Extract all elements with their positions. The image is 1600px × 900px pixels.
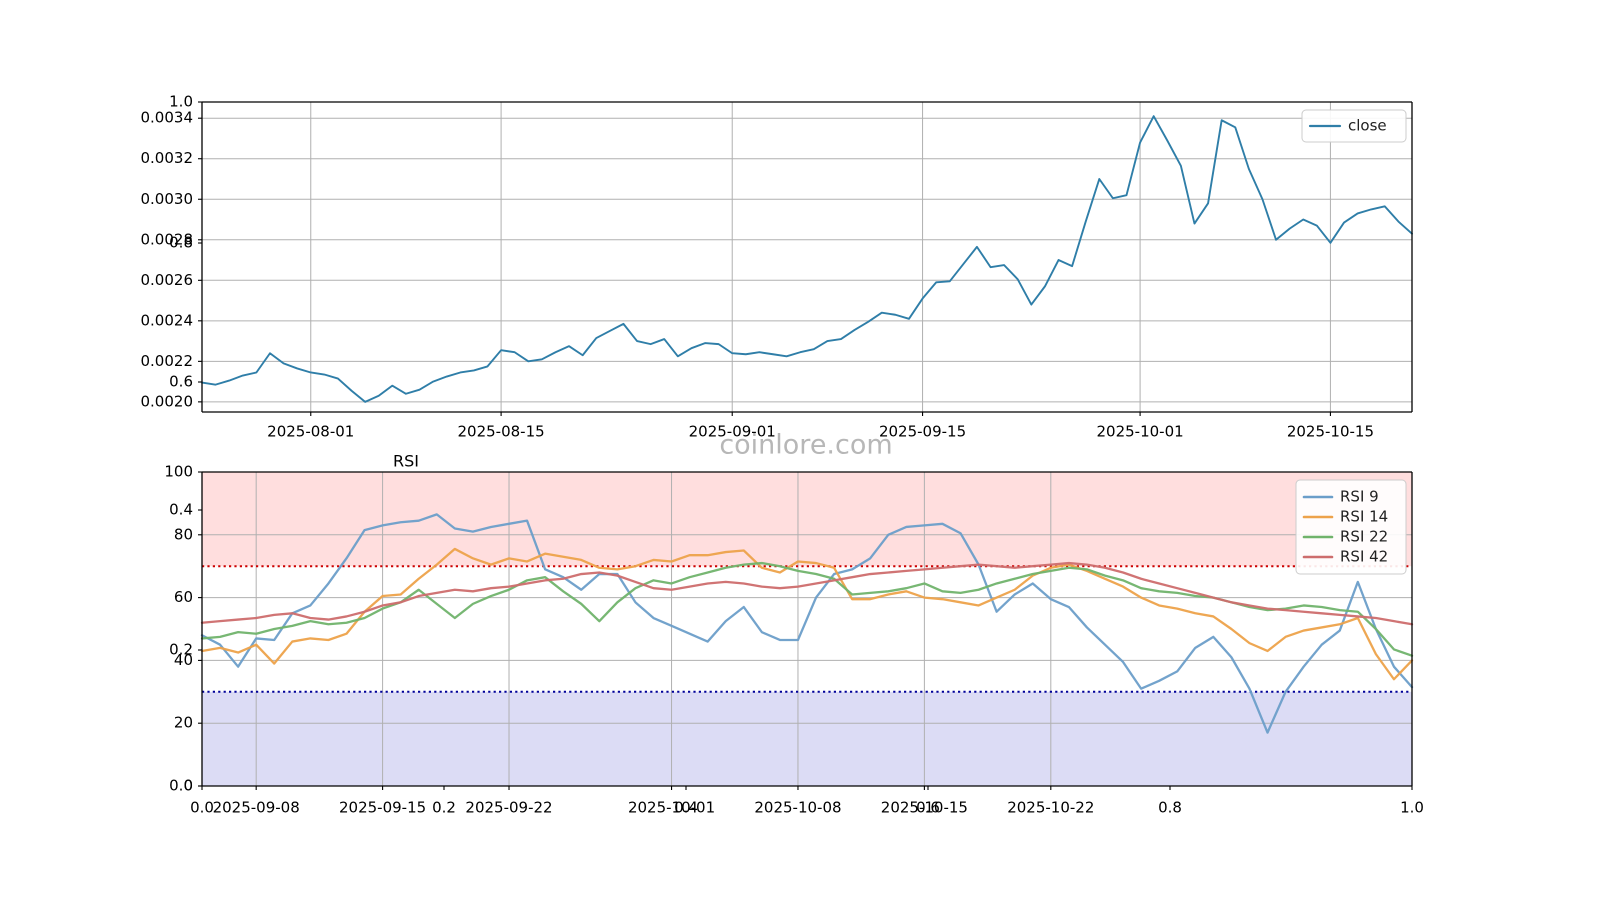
rsi-legend-box xyxy=(1295,479,1407,575)
price-ytick-label: 0.0034 xyxy=(141,109,194,127)
watermark-layer: coinlore.com xyxy=(719,430,892,461)
rsi-xtick-label: 2025-10-15 xyxy=(881,799,968,817)
price-plot-background xyxy=(202,102,1412,412)
rsi-ghost-ytick-label: 0.2 xyxy=(169,641,193,659)
price-panel: 0.00200.00220.00240.00260.00280.00300.00… xyxy=(141,93,1424,817)
price-legend-label-close: close xyxy=(1348,117,1387,135)
price-xtick-label: 2025-09-01 xyxy=(689,423,776,441)
price-series-close xyxy=(201,115,1413,403)
rsi-ghost-xtick-label: 1.0 xyxy=(1400,799,1424,817)
price-legend-box xyxy=(1301,109,1407,143)
rsi-ghost-xtick-label: 0.2 xyxy=(432,799,456,817)
rsi-xtick-label: 2025-09-22 xyxy=(465,799,552,817)
rsi-ytick-label: 0 xyxy=(183,777,193,795)
rsi-ytick-label: 60 xyxy=(174,588,193,606)
rsi-ytick-label: 40 xyxy=(174,651,193,669)
rsi-legend-label-0: RSI 9 xyxy=(1340,488,1379,506)
rsi-ytick-label: 80 xyxy=(174,525,193,543)
rsi-ghost-xtick-label: 0.6 xyxy=(916,799,940,817)
rsi-ytick-label: 20 xyxy=(174,714,193,732)
rsi-xtick-label: 2025-09-08 xyxy=(213,799,300,817)
price-ytick-label: 0.0028 xyxy=(141,230,194,248)
price-ytick-label: 0.0024 xyxy=(141,311,194,329)
rsi-title: RSI xyxy=(393,452,419,471)
rsi-xtick-label: 2025-10-01 xyxy=(628,799,715,817)
rsi-xtick-label: 2025-10-22 xyxy=(1007,799,1094,817)
rsi-legend-label-3: RSI 42 xyxy=(1340,548,1388,566)
price-ytick-label: 0.0032 xyxy=(141,149,194,167)
rsi-xtick-label: 2025-10-08 xyxy=(754,799,841,817)
price-ytick-label: 0.0030 xyxy=(141,190,194,208)
price-ghost-ytick-label: 0.6 xyxy=(169,373,193,391)
price-xtick-label: 2025-08-15 xyxy=(458,423,545,441)
price-xtick-label: 2025-09-15 xyxy=(879,423,966,441)
rsi-legend-label-2: RSI 22 xyxy=(1340,528,1388,546)
watermark-text: coinlore.com xyxy=(719,430,892,461)
price-xtick-label: 2025-08-01 xyxy=(267,423,354,441)
price-ghost-ytick-label: 1.0 xyxy=(169,93,193,111)
price-ytick-label: 0.0026 xyxy=(141,271,194,289)
price-ghost-ytick-label: 0.8 xyxy=(169,234,193,252)
rsi-oversold-band xyxy=(202,691,1412,786)
rsi-legend-label-1: RSI 14 xyxy=(1340,508,1388,526)
rsi-ghost-xtick-label: 0.8 xyxy=(1158,799,1182,817)
rsi-ghost-xtick-label: 0.0 xyxy=(190,799,214,817)
price-ytick-label: 0.0022 xyxy=(141,352,194,370)
rsi-ghost-ytick-label: 0.0 xyxy=(169,777,193,795)
rsi-series-rsi14 xyxy=(200,547,1414,681)
rsi-series-rsi9 xyxy=(200,513,1414,734)
price-xtick-label: 2025-10-15 xyxy=(1287,423,1374,441)
rsi-xtick-label: 2025-09-15 xyxy=(339,799,426,817)
rsi-series-rsi42 xyxy=(200,561,1414,626)
rsi-ghost-ytick-label: 0.4 xyxy=(169,501,193,519)
price-ytick-label: 0.0020 xyxy=(141,392,194,410)
rsi-panel: 0 20 40 60 80 100 2025-09-08 2025-09-15 2025-09-… xyxy=(164,430,1424,817)
rsi-ytick-label: 100 xyxy=(164,463,193,481)
rsi-ghost-xtick-label: 0.4 xyxy=(674,799,698,817)
rsi-overbought-band xyxy=(202,472,1412,567)
price-xtick-label: 2025-10-01 xyxy=(1096,423,1183,441)
